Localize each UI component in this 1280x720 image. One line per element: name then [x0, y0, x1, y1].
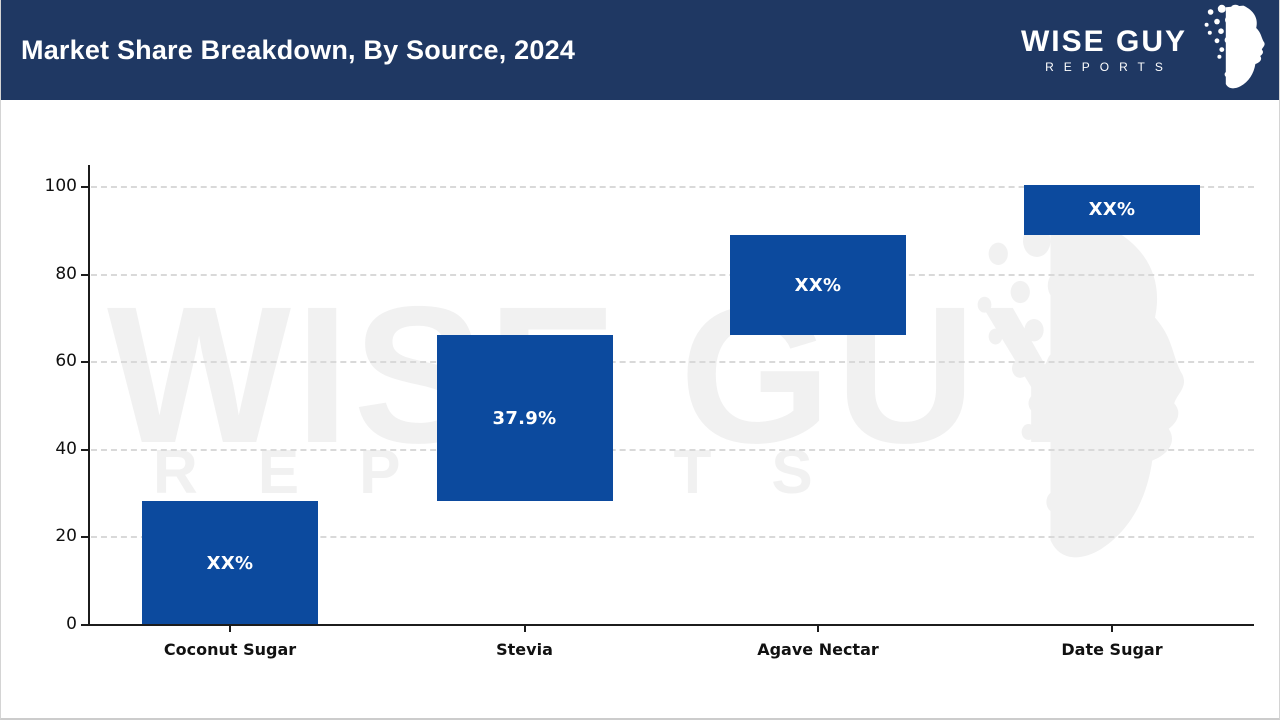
x-axis-baseline	[88, 624, 1254, 626]
x-tick-label-coconut-sugar: Coconut Sugar	[163, 640, 297, 659]
bar-stevia: 37.9%	[436, 335, 613, 502]
watermark-face-icon	[869, 222, 1199, 576]
bar-value-label-date-sugar: XX%	[1088, 199, 1136, 221]
y-tick-label-60: 60	[55, 351, 77, 372]
x-tick-label-date-sugar: Date Sugar	[1061, 640, 1163, 659]
gridline-y-80	[91, 273, 1254, 276]
bar-value-label-coconut-sugar: XX%	[206, 552, 254, 574]
gridline-y-40	[91, 448, 1254, 451]
y-tick-mark-20	[81, 536, 89, 539]
logo-subname: REPORTS	[1045, 59, 1173, 74]
y-axis-spine	[88, 165, 90, 625]
y-tick-label-20: 20	[55, 526, 77, 547]
y-tick-label-80: 80	[55, 263, 77, 284]
x-tick-label-stevia: Stevia	[496, 640, 553, 659]
x-tick-mark-coconut-sugar	[229, 625, 231, 632]
gridline-y-20	[91, 536, 1254, 539]
y-tick-mark-100	[81, 186, 89, 188]
bar-value-label-stevia: 37.9%	[492, 407, 557, 429]
y-tick-mark-0	[81, 624, 89, 626]
gridline-y-100	[91, 186, 1254, 188]
wiseguy-logo-text: WISE GUY REPORTS	[1020, 24, 1187, 74]
x-tick-label-agave-nectar: Agave Nectar	[757, 640, 879, 659]
gridline-y-60	[91, 361, 1254, 364]
y-tick-label-40: 40	[55, 438, 77, 459]
x-tick-mark-date-sugar	[1111, 625, 1113, 632]
bar-coconut-sugar: XX%	[142, 501, 318, 625]
y-tick-label-100: 100	[44, 176, 77, 196]
wiseguy-logo: WISE GUY REPORTS	[1021, 4, 1269, 96]
chart-title: Market Share Breakdown, By Source, 2024	[21, 34, 576, 65]
wiseguy-face-icon	[1173, 4, 1269, 96]
x-tick-mark-stevia	[523, 625, 526, 632]
y-tick-mark-60	[81, 361, 89, 364]
bar-date-sugar: XX%	[1024, 184, 1200, 236]
y-tick-mark-40	[81, 448, 89, 451]
y-tick-label-0: 0	[66, 614, 77, 634]
x-tick-mark-agave-nectar	[817, 625, 819, 632]
y-tick-mark-80	[81, 273, 89, 276]
bar-agave-nectar: XX%	[730, 235, 906, 336]
bar-value-label-agave-nectar: XX%	[794, 274, 842, 296]
logo-name: WISE GUY	[1020, 24, 1187, 58]
header-bar: Market Share Breakdown, By Source, 2024 …	[1, 0, 1279, 100]
